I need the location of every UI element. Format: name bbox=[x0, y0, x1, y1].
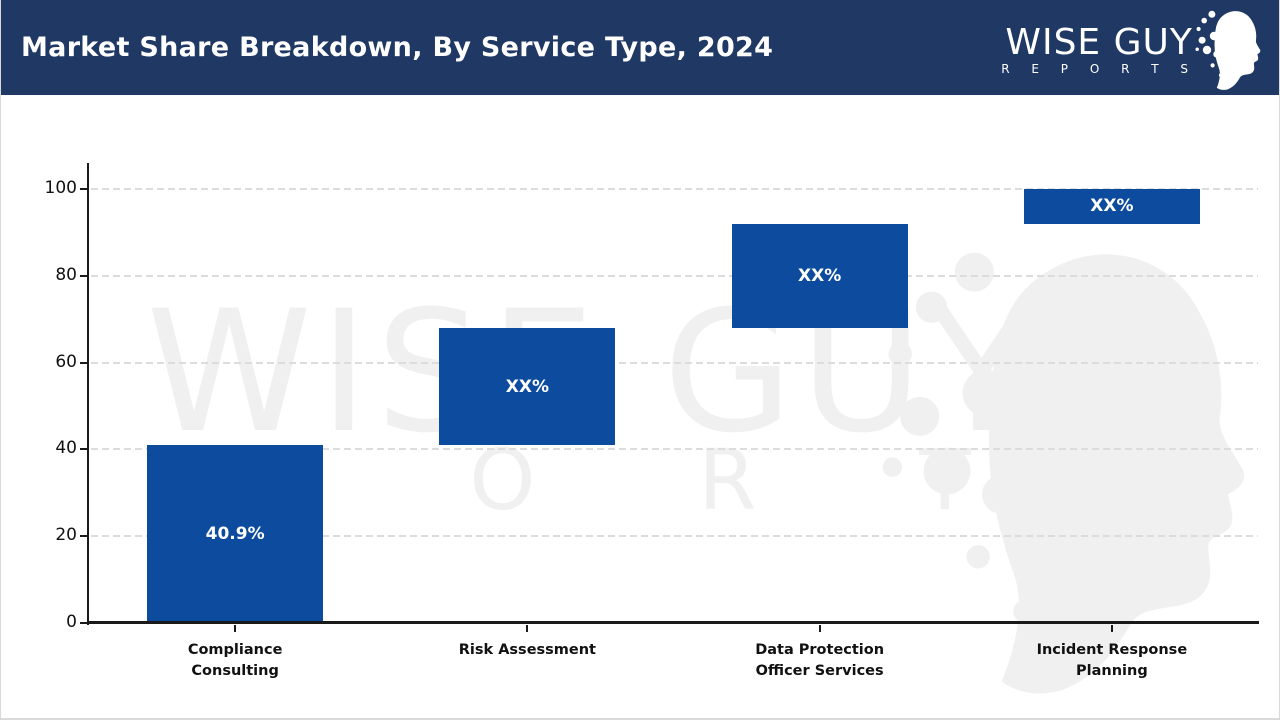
x-category-label: Incident Response Planning bbox=[1036, 642, 1188, 680]
header-bar: Market Share Breakdown, By Service Type,… bbox=[1, 0, 1279, 95]
gridline-100 bbox=[91, 188, 1258, 190]
x-category-label: Compliance Consulting bbox=[187, 642, 283, 680]
y-axis-spine bbox=[87, 163, 89, 625]
y-tick-mark bbox=[80, 188, 88, 190]
x-axis-spine bbox=[87, 621, 1259, 624]
x-category-label: Risk Assessment bbox=[458, 642, 596, 658]
x-tick-mark bbox=[234, 625, 237, 632]
page-title: Market Share Breakdown, By Service Type,… bbox=[21, 32, 774, 63]
bar-value-label: XX% bbox=[1090, 196, 1134, 217]
y-tick-label: 20 bbox=[55, 525, 77, 546]
x-tick-mark bbox=[818, 625, 821, 632]
gridline-20 bbox=[91, 535, 1258, 538]
watermark-face-icon bbox=[882, 252, 1245, 694]
bar: 40.9% bbox=[147, 445, 324, 623]
y-tick-label: 0 bbox=[66, 612, 77, 632]
logo-face-icon bbox=[1195, 10, 1261, 90]
bar: XX% bbox=[439, 327, 616, 446]
bar: XX% bbox=[731, 223, 908, 328]
x-tick-mark bbox=[526, 625, 529, 632]
logo-wordmark-line2: R E P O R T S bbox=[1001, 62, 1197, 77]
x-category-label: Data Protection Officer Services bbox=[755, 642, 885, 680]
logo: WISE GUY R E P O R T S bbox=[1001, 8, 1263, 92]
bar-value-label: XX% bbox=[505, 376, 549, 397]
y-tick-mark bbox=[80, 448, 88, 451]
gridline-40 bbox=[91, 448, 1258, 451]
y-tick-label: 100 bbox=[44, 178, 77, 198]
y-tick-label: 80 bbox=[55, 264, 77, 285]
y-tick-mark bbox=[80, 622, 88, 624]
logo-wordmark-line1: WISE GUY bbox=[1005, 21, 1193, 63]
y-tick-mark bbox=[80, 274, 88, 277]
plot-area: 0 20 40 60 80 100 40.9% Compliance Consulting XX… bbox=[1, 95, 1279, 718]
y-tick-mark bbox=[80, 361, 88, 364]
bar-value-label: 40.9% bbox=[205, 524, 265, 545]
y-tick-label: 40 bbox=[55, 438, 77, 459]
bar: XX% bbox=[1023, 189, 1200, 224]
bar-value-label: XX% bbox=[798, 265, 842, 286]
gridline-60 bbox=[91, 361, 1258, 364]
gridline-80 bbox=[91, 274, 1258, 277]
x-tick-mark bbox=[1110, 625, 1113, 632]
y-tick-label: 60 bbox=[55, 351, 77, 372]
y-tick-mark bbox=[80, 535, 88, 538]
logo-wordmark: WISE GUY R E P O R T S bbox=[1001, 21, 1197, 77]
